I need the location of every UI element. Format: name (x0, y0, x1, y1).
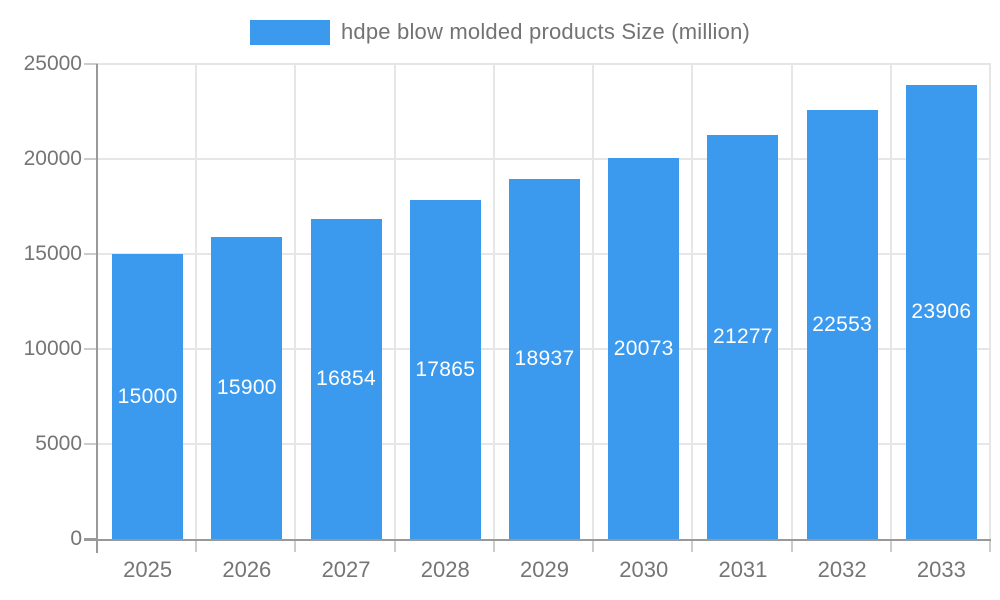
v-gridline (294, 64, 296, 539)
y-tick (84, 158, 98, 160)
bar-value-label: 21277 (712, 325, 773, 348)
y-tick (84, 63, 98, 65)
y-tick (84, 443, 98, 445)
x-tick (791, 541, 793, 552)
bar-value-label: 20073 (613, 336, 674, 360)
legend[interactable]: hdpe blow molded products Size (million) (0, 18, 1000, 46)
y-axis-label: 20000 (23, 147, 82, 170)
bar-2028[interactable]: 17865 (409, 200, 481, 539)
v-gridline (989, 64, 991, 539)
bar-2030[interactable]: 20073 (608, 158, 680, 539)
x-tick (989, 541, 991, 552)
x-tick (493, 541, 495, 552)
y-tick (84, 253, 98, 255)
v-gridline (691, 64, 693, 539)
x-axis-label: 2032 (817, 557, 867, 582)
bar-2032[interactable]: 22553 (806, 110, 878, 539)
h-gridline (98, 158, 991, 160)
bar-value-label: 22553 (812, 312, 873, 336)
bar-2027[interactable]: 16854 (310, 219, 382, 539)
v-gridline (493, 64, 495, 539)
x-axis-label: 2027 (321, 557, 371, 582)
x-axis-label: 2025 (123, 557, 173, 582)
bar-value-label: 15900 (216, 376, 277, 399)
y-axis-label: 10000 (23, 337, 82, 360)
legend-swatch (249, 19, 330, 45)
x-tick (294, 541, 296, 552)
y-tick (84, 348, 98, 350)
legend-label: hdpe blow molded products Size (million) (340, 19, 751, 44)
x-axis-label: 2029 (520, 557, 569, 582)
v-gridline (791, 64, 793, 539)
h-gridline (98, 63, 991, 65)
y-axis-label: 15000 (23, 242, 82, 265)
x-axis-label: 2033 (916, 557, 966, 582)
v-gridline (592, 64, 594, 539)
v-gridline (195, 64, 197, 539)
bar-value-label: 15000 (117, 384, 178, 408)
x-axis-line (84, 539, 991, 541)
x-axis-label: 2031 (718, 557, 768, 582)
bar-2031[interactable]: 21277 (707, 135, 779, 539)
y-axis-label: 0 (70, 527, 82, 550)
y-axis-label: 25000 (23, 52, 82, 75)
x-tick (195, 541, 197, 552)
x-tick (890, 541, 892, 552)
x-tick (592, 541, 594, 552)
v-gridline (890, 64, 892, 539)
v-gridline (394, 64, 396, 539)
bar-2033[interactable]: 23906 (905, 85, 977, 539)
x-axis-label: 2028 (420, 557, 470, 582)
x-axis-label: 2030 (619, 557, 669, 582)
x-tick (394, 541, 396, 552)
y-axis-label: 5000 (35, 432, 82, 455)
bar-value-label: 16854 (316, 367, 376, 390)
bar-2025[interactable]: 15000 (112, 254, 184, 539)
bar-value-label: 18937 (514, 347, 575, 370)
y-axis-line (96, 64, 98, 553)
x-tick (691, 541, 693, 552)
bar-value-label: 23906 (911, 300, 972, 323)
bar-2029[interactable]: 18937 (509, 179, 580, 539)
x-axis-label: 2026 (222, 557, 272, 582)
bar-value-label: 17865 (415, 357, 476, 381)
bar-2026[interactable]: 15900 (211, 237, 283, 539)
